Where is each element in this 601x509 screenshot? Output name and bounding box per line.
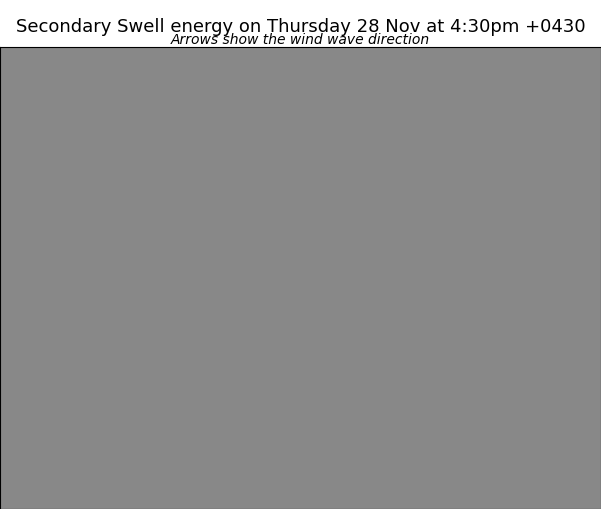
Text: Secondary Swell energy on Thursday 28 Nov at 4:30pm +0430: Secondary Swell energy on Thursday 28 No… <box>16 18 585 36</box>
Text: Arrows show the wind wave direction: Arrows show the wind wave direction <box>171 33 430 47</box>
